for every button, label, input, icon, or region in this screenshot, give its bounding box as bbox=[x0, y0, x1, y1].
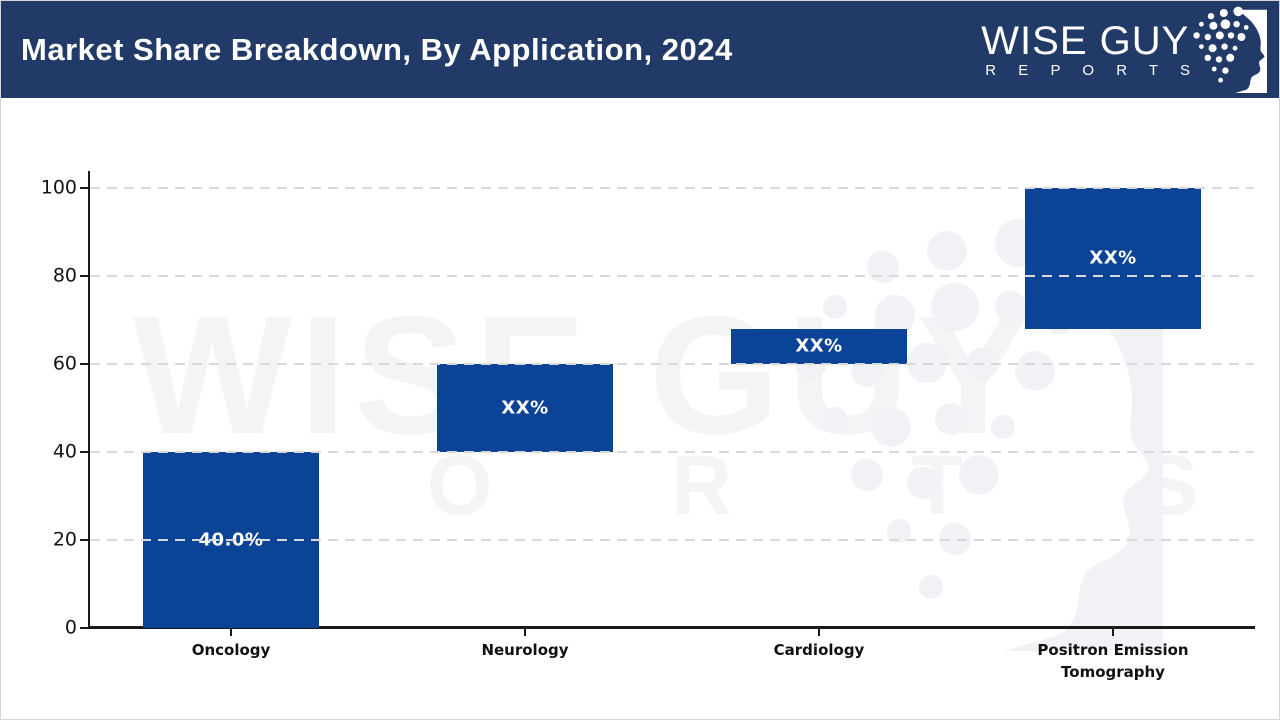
bar-positron-emission-tomography: XX% bbox=[1025, 188, 1201, 329]
y-gridline-40 bbox=[90, 451, 1254, 453]
x-category-label: Cardiology bbox=[773, 641, 865, 659]
bar-value-label: XX% bbox=[1089, 247, 1137, 269]
y-tick-mark bbox=[80, 187, 88, 189]
y-tick-mark bbox=[80, 363, 88, 365]
logo-reports-label: R E P O R T S bbox=[985, 61, 1199, 79]
x-tick-mark bbox=[818, 629, 820, 636]
y-tick-label: 0 bbox=[64, 616, 77, 639]
y-tick-label: 100 bbox=[40, 176, 77, 199]
bar-neurology: XX% bbox=[437, 364, 613, 452]
y-gridline-20 bbox=[90, 539, 1254, 541]
page-title: Market Share Breakdown, By Application, … bbox=[21, 31, 733, 67]
y-tick-label: 80 bbox=[52, 264, 77, 287]
logo-face-icon bbox=[1193, 6, 1267, 93]
logo-text: WISE GUY R E P O R T S bbox=[981, 20, 1199, 79]
y-tick-label: 40 bbox=[52, 440, 77, 463]
y-tick-label: 20 bbox=[52, 528, 77, 551]
y-tick-mark bbox=[80, 451, 88, 453]
logo: WISE GUY R E P O R T S bbox=[981, 5, 1269, 93]
y-gridline-80 bbox=[90, 275, 1254, 277]
x-category-label: Positron Emission Tomography bbox=[1037, 641, 1189, 681]
x-axis-line bbox=[88, 626, 1255, 629]
x-tick-mark bbox=[1112, 629, 1114, 636]
x-tick-mark bbox=[230, 629, 232, 636]
y-axis-line bbox=[88, 171, 90, 628]
logo-wiseguy-label: WISE GUY bbox=[981, 18, 1190, 63]
x-category-label: Neurology bbox=[481, 641, 569, 659]
y-gridline-100 bbox=[90, 187, 1254, 189]
bar-cardiology: XX% bbox=[731, 328, 907, 364]
bar-value-label: XX% bbox=[795, 335, 843, 357]
x-tick-mark bbox=[524, 629, 526, 636]
app-header: Market Share Breakdown, By Application, … bbox=[1, 1, 1279, 98]
y-tick-mark bbox=[80, 539, 88, 541]
x-category-label: Oncology bbox=[191, 641, 271, 659]
y-tick-mark bbox=[80, 627, 88, 629]
y-tick-mark bbox=[80, 275, 88, 277]
y-tick-label: 60 bbox=[52, 352, 77, 375]
bar-value-label: XX% bbox=[501, 397, 549, 419]
y-gridline-60 bbox=[90, 363, 1254, 365]
